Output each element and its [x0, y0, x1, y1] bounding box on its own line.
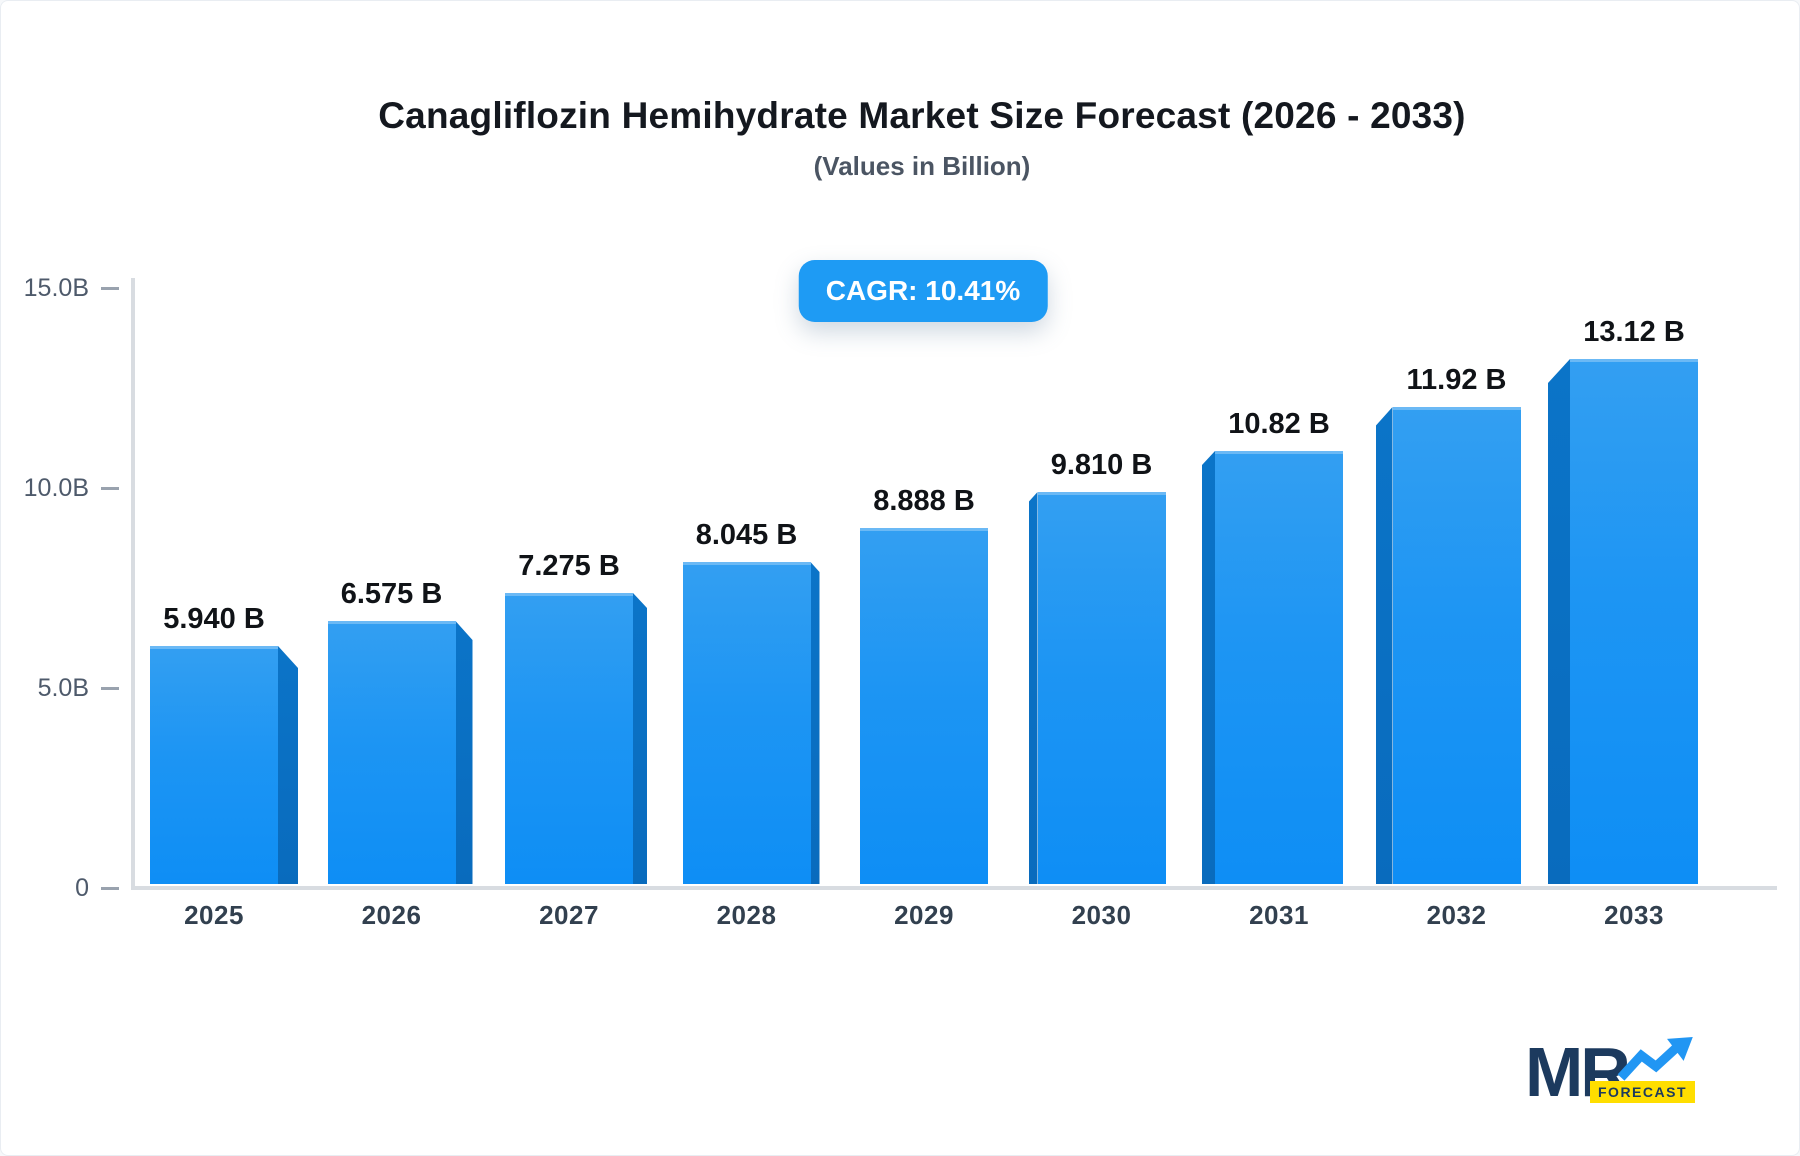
y-tick-label: 5.0B [37, 674, 89, 702]
x-axis-label: 2030 [1071, 900, 1132, 930]
y-axis-line [131, 278, 135, 890]
mr-forecast-logo: MR FORECAST [1525, 1035, 1695, 1107]
bar-side-face [455, 621, 473, 884]
bar-value-label: 8.888 B [873, 485, 975, 517]
bar-2032 [1375, 407, 1521, 884]
chart-title: Canagliflozin Hemihydrate Market Size Fo… [378, 95, 1466, 136]
logo-text-forecast: FORECAST [1590, 1081, 1695, 1103]
cagr-badge-label: CAGR: 10.41% [825, 275, 1021, 306]
bar-value-label: 7.275 B [518, 550, 620, 582]
bar-side-face [633, 593, 647, 884]
y-tick-mark [101, 687, 119, 690]
bar-side-face [1375, 407, 1393, 884]
bar-2026 [327, 621, 473, 884]
bar-side-face [1028, 492, 1038, 884]
x-axis-label: 2033 [1604, 900, 1664, 930]
bar-value-label: 10.82 B [1228, 408, 1330, 440]
bar-2025 [150, 646, 298, 884]
bar-side-face [1548, 359, 1570, 884]
bar-2029 [860, 528, 988, 884]
bar-2027 [505, 593, 647, 884]
bar-2033 [1548, 359, 1698, 884]
bar-side-face [1202, 451, 1215, 884]
x-axis-label: 2028 [716, 900, 777, 930]
bar-value-label: 9.810 B [1050, 449, 1153, 481]
y-tick-mark [101, 887, 119, 890]
cagr-badge: CAGR: 10.41% [798, 260, 1048, 322]
bar-side-face [278, 646, 298, 884]
chart-header: Canagliflozin Hemihydrate Market Size Fo… [45, 95, 1799, 182]
bar-side-face [810, 562, 820, 884]
x-axis-label: 2032 [1426, 900, 1487, 930]
bar-value-label: 5.940 B [163, 603, 265, 635]
x-axis-label: 2026 [361, 900, 422, 930]
y-tick-label: 15.0B [23, 274, 89, 302]
x-axis-label: 2027 [539, 900, 599, 930]
trend-arrow-icon [1617, 1037, 1693, 1081]
bar-2028 [682, 562, 820, 884]
y-tick-mark [101, 487, 119, 490]
x-axis-label: 2031 [1249, 900, 1309, 930]
bar-value-label: 11.92 B [1406, 364, 1507, 396]
bar-2030 [1028, 492, 1166, 884]
bar-value-label: 8.045 B [695, 519, 798, 551]
x-axis-label: 2025 [184, 900, 244, 930]
x-axis-line [131, 886, 1777, 890]
x-axis-label: 2029 [894, 900, 954, 930]
bar-value-label: 13.12 B [1583, 316, 1685, 348]
chart-subtitle: (Values in Billion) [813, 151, 1031, 181]
y-tick-label: 0 [75, 874, 89, 902]
y-tick-mark [101, 287, 119, 290]
bar-2031 [1202, 451, 1343, 884]
bar-value-label: 6.575 B [340, 578, 443, 610]
y-tick-label: 10.0B [23, 474, 89, 502]
